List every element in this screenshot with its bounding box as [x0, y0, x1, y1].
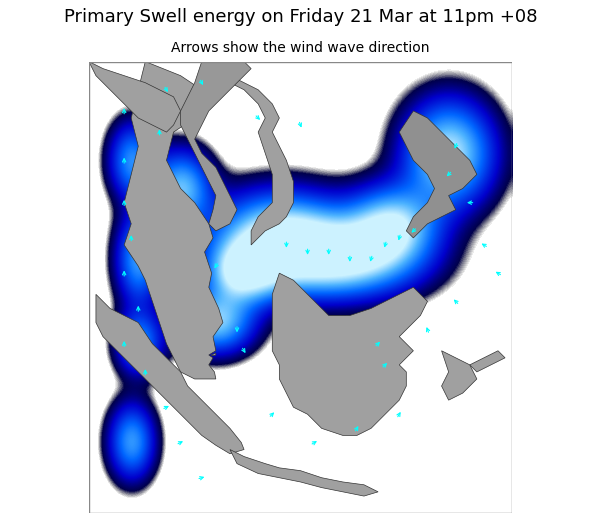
Polygon shape	[470, 351, 505, 372]
Text: Arrows show the wind wave direction: Arrows show the wind wave direction	[171, 41, 430, 55]
Text: Primary Swell energy on Friday 21 Mar at 11pm +08: Primary Swell energy on Friday 21 Mar at…	[64, 8, 537, 26]
Polygon shape	[89, 62, 180, 132]
Polygon shape	[399, 111, 477, 238]
Polygon shape	[124, 62, 223, 379]
Polygon shape	[442, 351, 477, 400]
Polygon shape	[272, 273, 427, 436]
Polygon shape	[202, 62, 293, 245]
Polygon shape	[230, 449, 378, 496]
Polygon shape	[211, 353, 216, 356]
Polygon shape	[96, 294, 244, 454]
Bar	[89, 62, 512, 513]
Polygon shape	[180, 62, 251, 231]
